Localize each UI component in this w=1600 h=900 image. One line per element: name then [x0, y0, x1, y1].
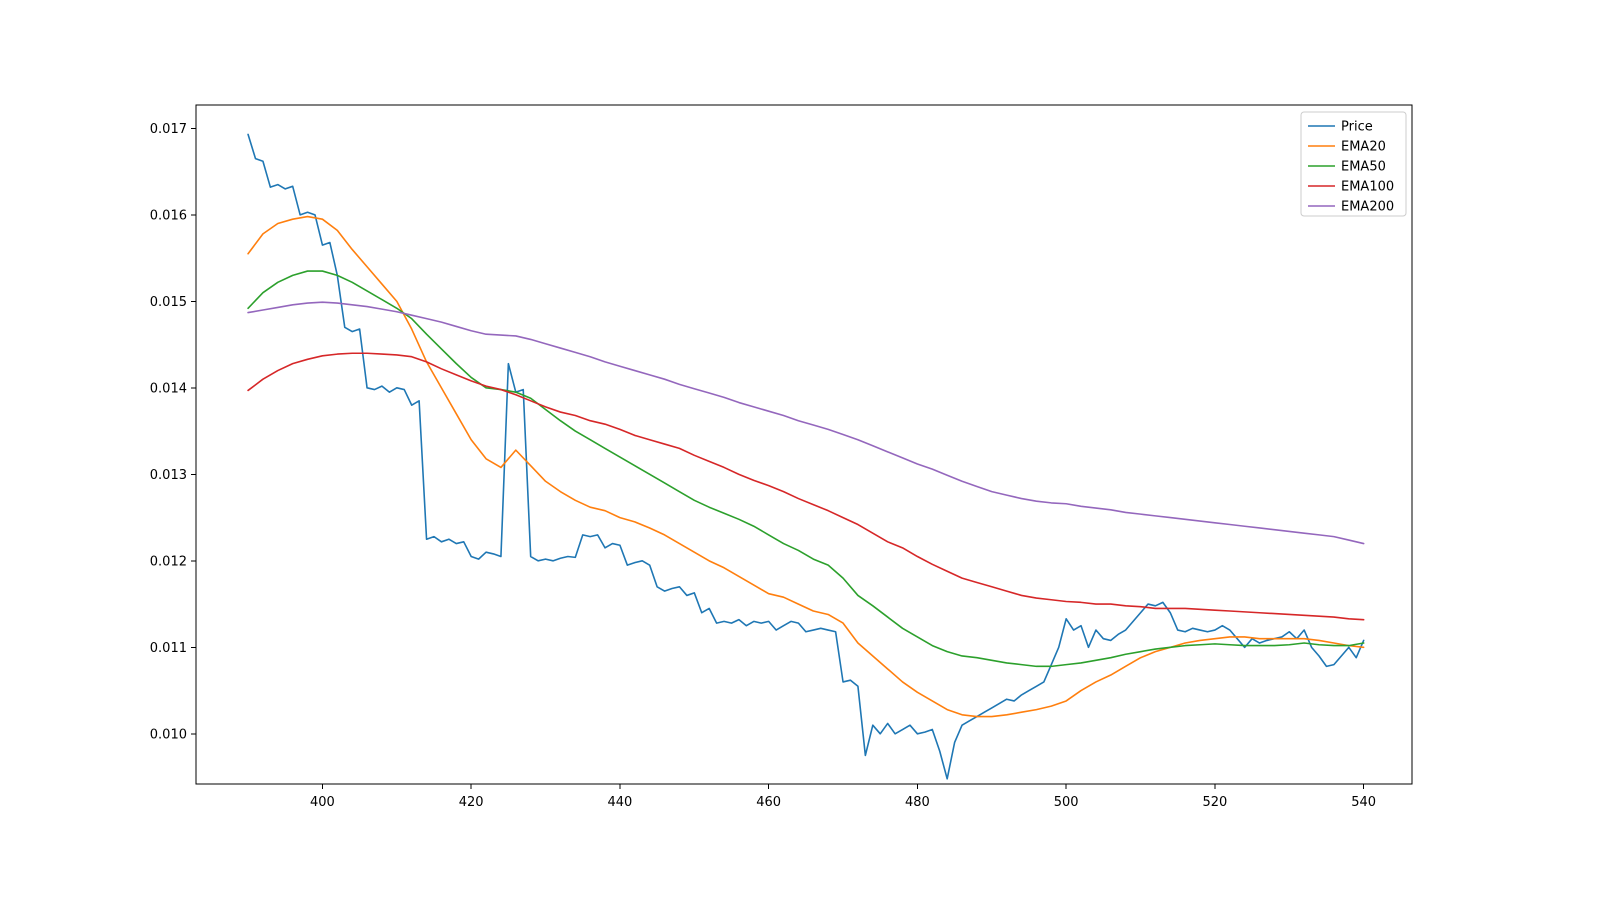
- legend-label: EMA20: [1341, 140, 1386, 155]
- x-tick-label: 440: [608, 795, 633, 810]
- series-line-EMA50: [247, 270, 1365, 668]
- x-tick-label: 500: [1054, 795, 1079, 810]
- legend: Price EMA20 EMA50 EMA100 EMA200: [1300, 111, 1407, 217]
- y-tick-label: 0.010: [150, 727, 187, 742]
- legend-label: EMA100: [1341, 180, 1394, 195]
- x-tick-label: 420: [459, 795, 484, 810]
- y-tick-label: 0.012: [150, 554, 187, 569]
- series-line-EMA200: [247, 301, 1365, 545]
- legend-entry: EMA100: [1308, 180, 1394, 195]
- legend-entry: EMA50: [1308, 160, 1386, 175]
- x-tick-label: 400: [310, 795, 335, 810]
- plot-frame: [195, 104, 1413, 785]
- legend-label: Price: [1341, 120, 1373, 135]
- legend-box: [1300, 111, 1407, 217]
- legend-label: EMA200: [1341, 200, 1394, 215]
- legend-entry: Price: [1308, 120, 1373, 135]
- series-line-EMA20: [247, 215, 1365, 718]
- x-tick-label: 480: [905, 795, 930, 810]
- x-tick-label: 540: [1351, 795, 1376, 810]
- series-line-EMA100: [247, 352, 1365, 621]
- legend-entry: EMA200: [1308, 200, 1394, 215]
- y-tick-label: 0.013: [150, 468, 187, 483]
- series-line-Price: [247, 133, 1365, 780]
- x-tick-label: 520: [1202, 795, 1227, 810]
- y-tick-label: 0.014: [150, 381, 187, 396]
- y-tick-label: 0.017: [150, 122, 187, 137]
- x-tick-label: 460: [756, 795, 781, 810]
- y-tick-label: 0.015: [150, 295, 187, 310]
- legend-label: EMA50: [1341, 160, 1386, 175]
- y-tick-label: 0.016: [150, 208, 187, 223]
- y-tick-label: 0.011: [150, 641, 187, 656]
- legend-entry: EMA20: [1308, 140, 1386, 155]
